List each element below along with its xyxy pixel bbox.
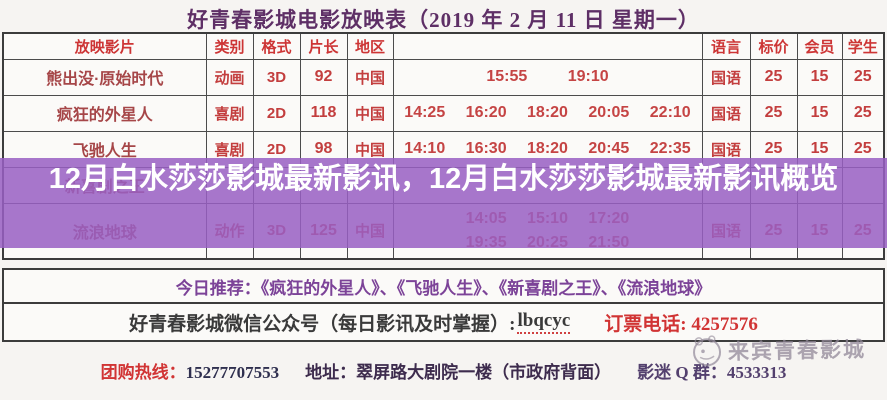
movie-format: 2D bbox=[252, 94, 301, 132]
movie-duration: 118 bbox=[299, 94, 348, 132]
movie-region: 中国 bbox=[346, 58, 394, 96]
col-header-genre: 类别 bbox=[205, 32, 254, 60]
table-row: 疯狂的外星人 喜剧 2D 118 中国 14:25 16:20 18:20 20… bbox=[2, 94, 885, 132]
watermark-logo-icon bbox=[693, 335, 722, 367]
col-header-member: 会员 bbox=[796, 32, 843, 60]
col-header-times bbox=[392, 32, 703, 60]
movie-price: 25 bbox=[749, 58, 798, 96]
booking-phone: 订票电话: 4257576 bbox=[604, 313, 758, 335]
table-row: 熊出没·原始时代 动画 3D 92 中国 15:55 19:10 国语 25 1… bbox=[2, 58, 885, 96]
fans-qq-number: 4533313 bbox=[726, 363, 787, 382]
movie-genre: 动画 bbox=[205, 58, 254, 96]
col-header-format: 格式 bbox=[252, 32, 301, 60]
movie-student-price: 25 bbox=[841, 58, 885, 96]
col-header-price: 标价 bbox=[749, 32, 798, 60]
daily-recommend-bar: 今日推荐：《疯狂的外星人》、《飞驰人生》、《新喜剧之王》、《流浪地球》 bbox=[2, 268, 885, 304]
wechat-label: 好青春影城微信公众号（每日影讯及时掌握）: bbox=[129, 313, 516, 335]
col-header-student: 学生 bbox=[841, 32, 885, 60]
fans-qq-label: 影迷 Q 群： bbox=[637, 363, 727, 382]
movie-member-price: 15 bbox=[796, 94, 843, 132]
movie-times: 14:25 16:20 18:20 20:05 22:10 bbox=[392, 94, 703, 132]
col-header-language: 语言 bbox=[701, 32, 751, 60]
watermark-text: 来宾青春影城 bbox=[727, 338, 867, 364]
movie-duration: 92 bbox=[299, 58, 348, 96]
overlay-banner: 12月白水莎莎影城最新影讯，12月白水莎莎影城最新影讯概览 bbox=[0, 158, 887, 248]
movie-language: 国语 bbox=[701, 58, 751, 96]
wechat-account: lbqcyc bbox=[517, 310, 571, 334]
address-text: 地址：翠屏路大剧院一楼（市政府背面） bbox=[305, 363, 612, 382]
table-header-row: 放映影片 类别 格式 片长 地区 语言 标价 会员 学生 bbox=[2, 32, 885, 60]
movie-price: 25 bbox=[749, 94, 798, 132]
movie-times: 15:55 19:10 bbox=[392, 58, 703, 96]
group-hotline-label: 团购热线： bbox=[100, 363, 186, 382]
movie-student-price: 25 bbox=[841, 94, 885, 132]
movie-name: 疯狂的外星人 bbox=[2, 94, 207, 132]
movie-format: 3D bbox=[252, 58, 301, 96]
movie-language: 国语 bbox=[701, 94, 751, 132]
overlay-headline: 12月白水莎莎影城最新影讯，12月白水莎莎影城最新影讯概览 bbox=[48, 163, 839, 195]
col-header-movie: 放映影片 bbox=[2, 32, 207, 60]
movie-member-price: 15 bbox=[796, 58, 843, 96]
col-header-duration: 片长 bbox=[299, 32, 348, 60]
movie-genre: 喜剧 bbox=[205, 94, 254, 132]
col-header-region: 地区 bbox=[346, 32, 394, 60]
page-title: 好青春影城电影放映表（2019 年 2 月 11 日 星期一） bbox=[187, 8, 700, 32]
footer-contact-line: 团购热线：15277707553 地址：翠屏路大剧院一楼（市政府背面） 影迷 Q 群… bbox=[0, 358, 887, 383]
group-hotline-number: 15277707553 bbox=[185, 363, 280, 382]
movie-region: 中国 bbox=[346, 94, 394, 132]
watermark: 来宾青春影城 bbox=[690, 331, 867, 368]
wechat-info-bar: 好青春影城微信公众号（每日影讯及时掌握）: lbqcyc 订票电话: 4257576 bbox=[2, 304, 885, 342]
movie-name: 熊出没·原始时代 bbox=[2, 58, 207, 96]
